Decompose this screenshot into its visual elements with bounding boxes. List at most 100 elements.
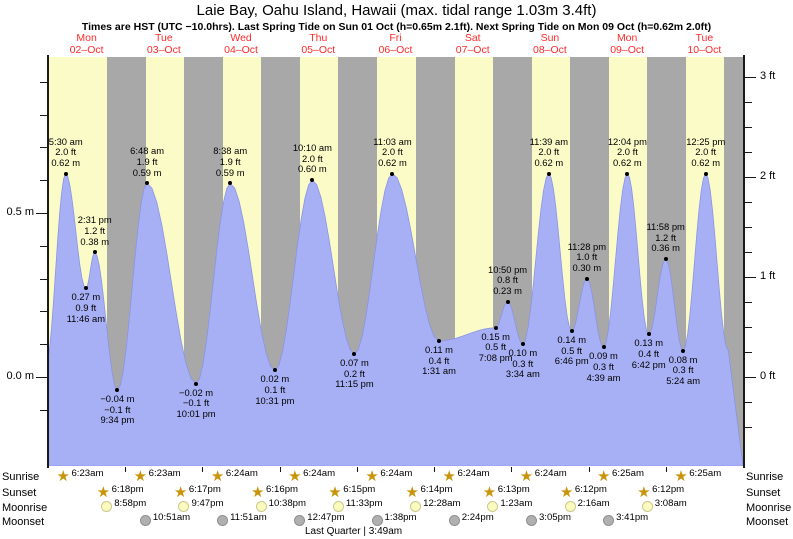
astro-sunset-entry: ★ 6:12pm: [559, 484, 607, 501]
y-tick-right: [744, 152, 752, 154]
tide-label-time: 4:39 am: [586, 371, 621, 383]
tide-extreme-marker: [272, 368, 277, 373]
astro-sunrise-entry: ★ 6:23am: [56, 468, 103, 484]
y-tick-left: [40, 147, 48, 149]
y-tick-left: [40, 311, 48, 313]
tide-label-ft: 0.3 ft: [593, 361, 614, 373]
tide-label-ft: 2.0 ft: [55, 146, 77, 158]
astro-moonrise-time: 12:28am: [423, 498, 461, 510]
y-tick-left: [40, 245, 48, 247]
tide-label-m: 0.62 m: [378, 156, 407, 168]
astro-moonrise-time: 9:47pm: [191, 498, 224, 510]
y-tick-right: [744, 102, 752, 104]
moonset-icon: [525, 515, 537, 526]
astro-sunrise-entry: ★ 6:24am: [211, 468, 258, 484]
tide-label-time: 6:42 pm: [631, 358, 666, 370]
tide-label-time: 3:34 am: [505, 368, 540, 380]
day-weekday: Fri: [389, 32, 402, 44]
tide-label-m: 0.62 m: [51, 156, 81, 168]
tide-extreme-label: 12:25 pm 2.0 ft 0.62 m: [669, 136, 743, 169]
tide-label-m: 0.15 m: [481, 330, 510, 342]
y-axis-left: [47, 55, 49, 468]
tide-extreme-marker: [546, 171, 551, 176]
moonrise-icon: [410, 501, 422, 512]
tide-extreme-marker: [92, 250, 97, 255]
tide-extreme-label: 0.10 m 0.3 ft 3:34 am: [486, 348, 560, 380]
astro-moonrise-entry: 2:16am: [564, 498, 610, 512]
day-date: 08–Oct: [533, 44, 567, 56]
tide-label-m: 0.62 m: [691, 156, 721, 168]
tide-extreme-label: 0.14 m 0.5 ft 6:46 pm: [535, 334, 609, 367]
astro-moonrise-time: 11:33pm: [345, 498, 383, 510]
tide-extreme-marker: [703, 171, 708, 176]
night-band: [106, 57, 126, 466]
moonrise-icon: [255, 501, 267, 512]
moonrise-icon: [564, 501, 576, 512]
tide-extreme-label: 2:31 pm 1.2 ft 0.38 m: [58, 215, 132, 247]
astro-moonset-time: 12:47pm: [307, 512, 345, 524]
tide-extreme-marker: [194, 381, 199, 386]
astro-row-label-moonset: Moonset: [746, 516, 789, 528]
astro-sunrise-entry: ★ 6:23am: [134, 468, 181, 484]
tide-extreme-label: 8:38 am 1.9 ft 0.59 m: [193, 146, 267, 178]
sun-icon: ★: [251, 484, 265, 501]
astro-moonset-time: 1:38pm: [384, 512, 417, 524]
tide-label-m: 0.14 m: [557, 334, 587, 346]
astro-moonrise-entry: 9:47pm: [178, 498, 224, 512]
sun-icon: ★: [482, 484, 497, 501]
tide-extreme-marker: [646, 332, 651, 337]
astro-sunset-time: 6:12pm: [574, 484, 607, 496]
astro-row-label-moonrise: Moonrise: [746, 502, 792, 514]
day-header: Wed 04–Oct: [202, 32, 279, 56]
sun-icon: ★: [365, 468, 379, 485]
sun-icon: ★: [559, 484, 574, 501]
y-axis-left-label: 0.0 m: [6, 370, 34, 382]
astro-sunset-time: 6:16pm: [266, 484, 299, 496]
tide-label-m: 0.09 m: [589, 350, 618, 362]
day-header: Sat 07–Oct: [434, 32, 511, 56]
tide-label-time: 6:48 am: [130, 145, 165, 157]
astro-row-label-moonrise: Moonrise: [2, 502, 48, 514]
tide-extreme-marker: [390, 171, 395, 176]
tide-extreme-marker: [601, 345, 606, 350]
astro-moonrise-entry: 10:38pm: [255, 498, 306, 512]
tide-label-m: −0.04 m: [100, 393, 135, 405]
y-tick-left: [40, 114, 48, 116]
sun-icon: ★: [405, 484, 419, 501]
tide-extreme-label: 0.13 m 0.4 ft 6:42 pm: [612, 338, 686, 370]
astro-moonrise-entry: 3:08am: [641, 498, 687, 512]
tide-label-time: 10:10 am: [292, 142, 332, 154]
y-tick-right: [744, 327, 752, 328]
tide-extreme-marker: [145, 181, 150, 186]
astro-moonset-entry: 3:41pm: [603, 512, 648, 526]
astro-moonrise-entry: 11:33pm: [332, 498, 383, 512]
tide-extreme-label: 11:28 pm 1.0 ft 0.30 m: [550, 241, 624, 274]
tide-label-time: 11:58 pm: [646, 220, 685, 232]
moonrise-icon: [487, 501, 499, 512]
tide-label-ft: 2.0 ft: [382, 146, 403, 158]
tide-extreme-label: 11:03 am 2.0 ft 0.62 m: [355, 136, 429, 169]
tide-label-ft: 1.0 ft: [576, 251, 598, 263]
day-weekday: Tue: [695, 32, 714, 44]
day-weekday: Sun: [540, 32, 560, 44]
day-weekday: Tue: [154, 32, 173, 44]
tide-label-ft: 0.3 ft: [512, 357, 534, 369]
tide-extreme-marker: [310, 178, 315, 183]
astro-moonrise-entry: 8:58pm: [101, 498, 146, 512]
astro-sunset-entry: ★ 6:13pm: [482, 484, 530, 501]
tide-extreme-marker: [663, 256, 668, 261]
sun-icon: ★: [597, 468, 611, 485]
tide-label-ft: −0.1 ft: [182, 397, 210, 409]
astro-sunrise-time: 6:23am: [148, 468, 181, 480]
astro-moonset-entry: 3:05pm: [525, 512, 571, 526]
tide-extreme-label: 0.08 m 0.3 ft 5:24 am: [646, 354, 720, 387]
day-date: 04–Oct: [224, 44, 258, 56]
x-tick: [279, 467, 281, 472]
tide-label-time: 7:08 pm: [478, 351, 513, 363]
moonrise-icon: [178, 501, 190, 512]
day-header: Sun 08–Oct: [511, 32, 588, 56]
astro-sunset-time: 6:15pm: [343, 484, 376, 496]
tide-label-m: 0.02 m: [260, 373, 290, 385]
astro-sunrise-entry: ★ 6:25am: [674, 468, 721, 484]
page-subtitle: Times are HST (UTC −10.0hrs). Last Sprin…: [81, 21, 712, 33]
